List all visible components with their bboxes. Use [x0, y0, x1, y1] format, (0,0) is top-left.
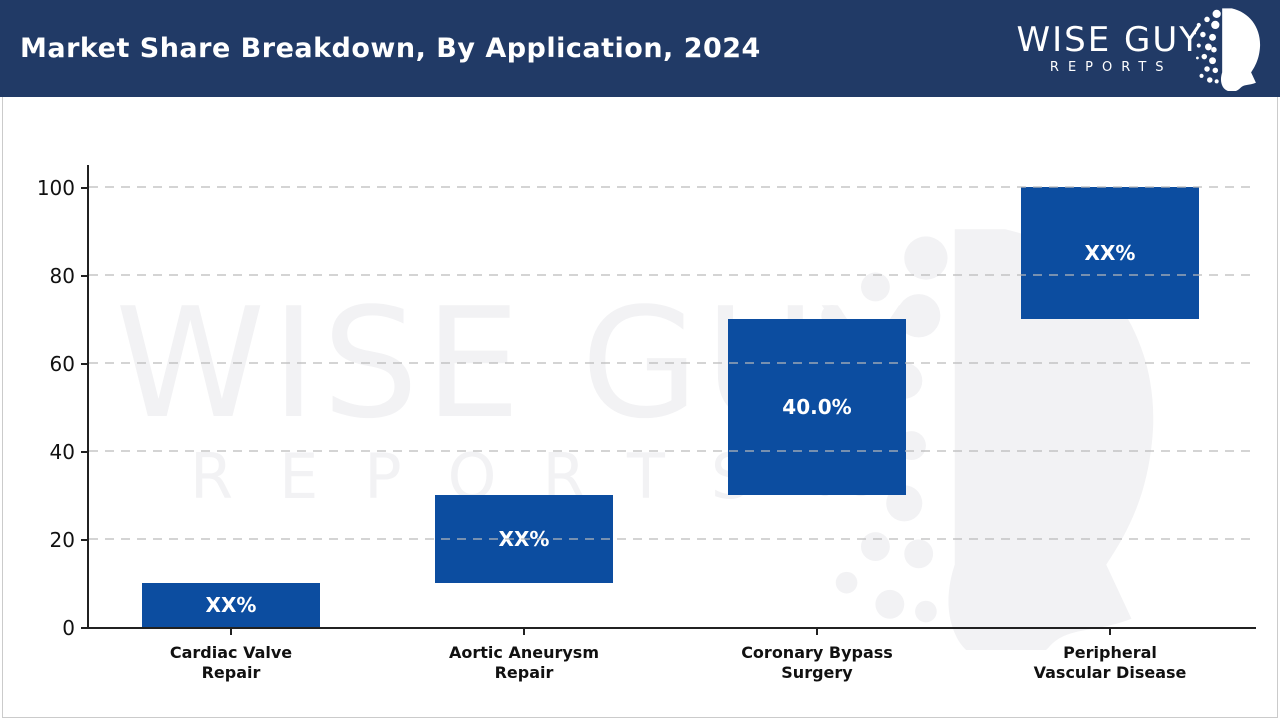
bar-value-label: XX% [205, 593, 257, 617]
category-label-line: Cardiac Valve [169, 643, 293, 662]
header-bar: Market Share Breakdown, By Application, … [0, 0, 1280, 97]
y-tick-label: 80 [49, 264, 75, 288]
gridline [89, 186, 1256, 188]
category-label: Coronary Bypass Surgery [692, 643, 942, 683]
category-label-line: Repair [494, 663, 554, 682]
waterfall-chart: WISE GUY REPORTS XX% XX% 40.0% XX% 0 20 40 60 80… [0, 97, 1280, 720]
logo-subtext: REPORTS [1049, 59, 1173, 75]
y-tick-label: 20 [49, 528, 75, 552]
gridline [89, 538, 1256, 540]
y-axis-line [87, 165, 89, 629]
gridline [89, 362, 1256, 364]
x-tick-mark [1109, 629, 1111, 635]
category-label: Aortic Aneurysm Repair [399, 643, 649, 683]
gridline [89, 450, 1256, 452]
y-tick-label: 0 [62, 616, 75, 640]
category-label-line: Surgery [781, 663, 853, 682]
logo-face-icon [1193, 7, 1261, 91]
category-label-line: Coronary Bypass [741, 643, 893, 662]
bar-segment: XX% [142, 583, 320, 627]
x-tick-mark [523, 629, 525, 635]
logo-wordmark: WISE GUY [1016, 19, 1202, 60]
y-tick-mark [81, 275, 87, 277]
gridline [89, 274, 1256, 276]
category-label: Cardiac Valve Repair [106, 643, 356, 683]
category-label: Peripheral Vascular Disease [985, 643, 1235, 683]
x-tick-mark [816, 629, 818, 635]
y-tick-label: 40 [49, 440, 75, 464]
y-tick-label: 100 [36, 176, 75, 200]
category-label-line: Repair [201, 663, 261, 682]
y-tick-mark [81, 539, 87, 541]
category-label-line: Peripheral [1063, 643, 1157, 662]
bar-segment: XX% [1021, 187, 1199, 319]
y-tick-mark [81, 451, 87, 453]
y-tick-mark [81, 627, 87, 629]
page-title: Market Share Breakdown, By Application, … [20, 33, 761, 64]
x-axis-line [87, 627, 1256, 629]
wise-guy-logo: WISE GUY REPORTS [1016, 7, 1280, 91]
y-tick-label: 60 [49, 352, 75, 376]
x-tick-mark [230, 629, 232, 635]
bar-segment: 40.0% [728, 319, 906, 495]
y-tick-mark [81, 187, 87, 189]
category-label-line: Aortic Aneurysm [449, 643, 599, 662]
y-tick-mark [81, 363, 87, 365]
bar-value-label: 40.0% [782, 395, 852, 419]
bar-value-label: XX% [1084, 241, 1136, 265]
category-label-line: Vascular Disease [1033, 663, 1187, 682]
logo-text: WISE GUY REPORTS [1016, 23, 1202, 75]
